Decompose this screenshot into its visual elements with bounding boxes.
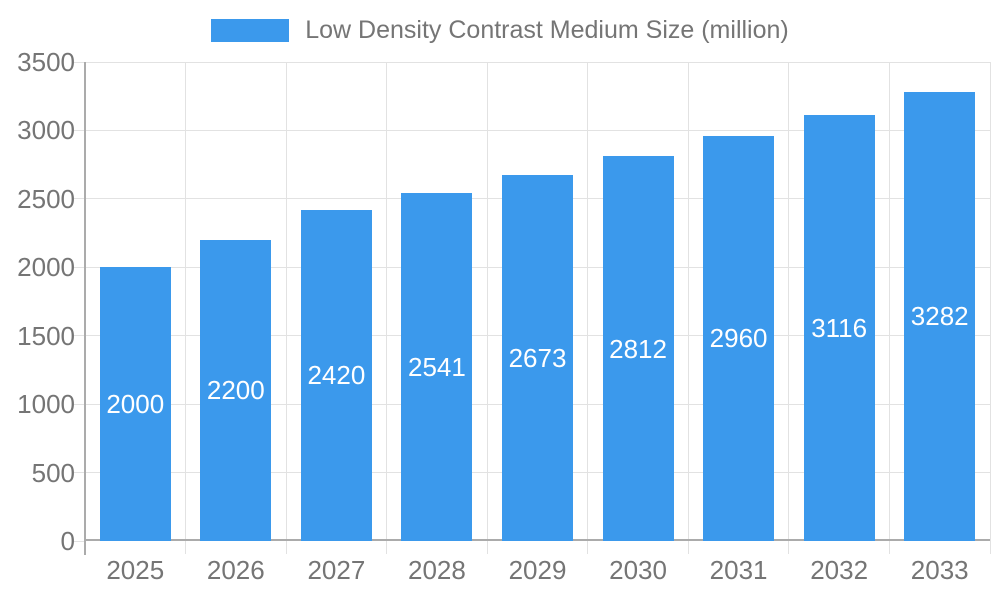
bar[interactable] [803,114,875,541]
x-gridline [386,62,388,541]
x-axis-tick-label: 2032 [810,555,869,585]
x-gridline [486,62,488,541]
x-axis-tick [989,541,991,554]
legend-swatch-icon [211,19,290,42]
x-axis-tick-label: 2031 [709,555,768,585]
bar[interactable] [300,209,372,541]
x-axis-tick-label: 2026 [206,555,265,585]
plot-area: 2000 2200 2420 2541 2673 2812 2960 3116 3282 [72,61,991,555]
y-axis-tick-label: 3500 [17,47,75,77]
x-axis-tick-label: 2028 [408,555,466,585]
y-axis-line [84,62,86,555]
x-gridline [989,62,991,541]
y-axis-tick-label: 2500 [17,183,75,214]
y-gridline [72,61,990,63]
y-axis-tick-label: 500 [31,457,75,488]
x-axis-tick [185,541,187,554]
x-gridline [687,62,689,541]
bar[interactable] [502,175,573,541]
x-gridline [587,62,589,541]
x-axis-tick [888,541,890,554]
bar[interactable] [401,193,473,541]
y-axis-tick-label: 2000 [17,252,75,283]
x-axis-tick [788,541,790,554]
bar[interactable] [200,239,272,541]
bar[interactable] [904,91,976,541]
x-axis-tick [687,541,689,554]
legend-label: Low Density Contrast Medium Size (millio… [305,16,789,44]
y-gridline [72,540,85,542]
x-gridline [285,62,287,541]
x-axis-tick-label: 2029 [508,555,567,585]
x-axis-tick [587,541,589,554]
y-axis-tick-label: 1500 [17,320,75,351]
x-axis-tick-label: 2030 [609,555,667,585]
x-axis-tick-label: 2027 [307,555,366,585]
y-axis-tick-label: 1000 [17,389,75,420]
x-axis-tick [285,541,287,554]
x-gridline [788,62,790,541]
x-gridline [185,62,187,541]
bar[interactable] [99,267,171,541]
x-axis-tick [486,541,488,554]
legend: Low Density Contrast Medium Size (millio… [0,16,1000,45]
y-gridline [72,129,990,131]
bar[interactable] [703,135,775,541]
x-axis-tick-label: 2025 [106,555,165,585]
x-axis-tick-label: 2033 [910,555,969,585]
legend-item[interactable]: Low Density Contrast Medium Size (millio… [211,16,789,45]
x-axis-tick [386,541,388,554]
bar[interactable] [602,156,674,541]
y-axis-tick-label: 3000 [17,115,75,146]
y-axis-tick-label: 0 [60,526,75,556]
x-gridline [888,62,890,541]
